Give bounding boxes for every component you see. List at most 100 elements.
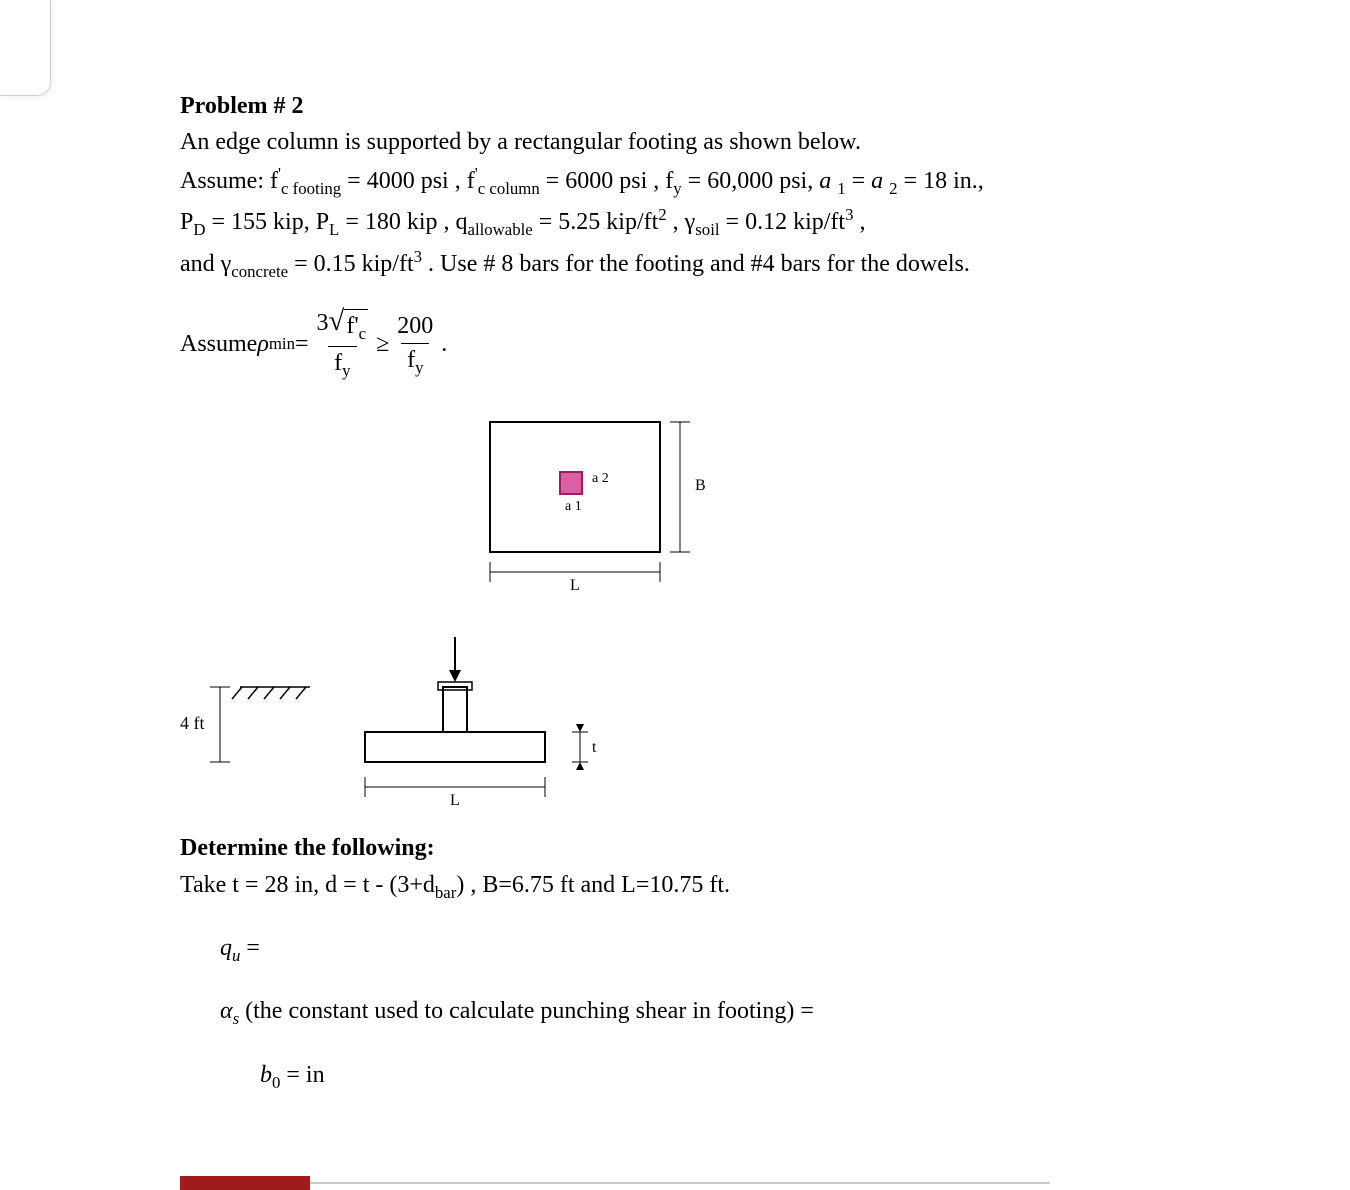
period: .	[441, 328, 447, 360]
qallow-sub: allowable	[468, 220, 533, 239]
gsoil-comma: ,	[859, 209, 865, 235]
b0-label: b	[260, 1062, 272, 1088]
column-elev	[443, 687, 467, 732]
take-sub: bar	[435, 882, 456, 901]
fc-column-sub: c column	[478, 179, 540, 198]
determine-heading: Determine the following:	[180, 832, 1180, 864]
elevation-view-diagram: 4 ft t L	[180, 632, 780, 812]
fc-footing-val: = 4000 psi ,	[347, 168, 467, 194]
pd-sub: D	[193, 220, 205, 239]
frac1-den: fy	[328, 346, 356, 382]
gconc-val: = 0.15 kip/ft	[294, 251, 414, 277]
den-fy2: f	[407, 347, 415, 373]
fc-footing-sub: c footing	[281, 179, 341, 198]
gsoil-label: γ	[685, 209, 696, 235]
qallow-label: q	[456, 209, 468, 235]
sqrt-arg-f: f'	[346, 313, 358, 339]
alpha-line: αs (the constant used to calculate punch…	[220, 995, 1180, 1030]
b0-line: b0 = in	[260, 1059, 1180, 1094]
take-pre: Take t = 28 in, d = t - (3+d	[180, 872, 435, 898]
gconc-label: γ	[221, 251, 232, 277]
t-arrow-up	[576, 724, 584, 732]
b0-sub: 0	[272, 1073, 280, 1092]
fc-column-val: = 6000 psi ,	[546, 168, 666, 194]
page: Problem # 2 An edge column is supported …	[0, 0, 1350, 1190]
num-3: 3	[317, 310, 329, 336]
fc-column-label: f	[467, 168, 475, 194]
pd-val: = 155 kip,	[211, 209, 315, 235]
sqrt: √f'c	[329, 309, 369, 345]
gconc-sub: concrete	[231, 262, 288, 281]
sqrt-sym: √	[329, 309, 345, 335]
four-ft-label: 4 ft	[180, 713, 205, 733]
qu-line: qu =	[220, 932, 1180, 967]
pd-label: P	[180, 209, 193, 235]
t-arrow-down	[576, 762, 584, 770]
b0-eq: = in	[286, 1062, 324, 1088]
t-label: t	[592, 739, 597, 756]
load-arrow-head	[449, 670, 461, 682]
frac-2: 200 fy	[393, 310, 437, 379]
alpha-text: (the constant used to calculate punching…	[245, 998, 814, 1024]
pl-label: P	[316, 209, 329, 235]
assume-prefix: Assume:	[180, 168, 270, 194]
footing-slab	[365, 732, 545, 762]
gsoil-sup: 3	[845, 205, 853, 224]
assume-rho-pre: Assume	[180, 328, 257, 360]
assume-line-3: and γconcrete = 0.15 kip/ft3 . Use # 8 b…	[180, 246, 1180, 283]
a1: a	[819, 168, 831, 194]
footer-accent-bar	[180, 1176, 310, 1190]
qallow-sup: 2	[658, 205, 666, 224]
L-label-bot: L	[450, 792, 460, 809]
den-fy-sub: y	[342, 360, 350, 379]
rho-sub: min	[269, 333, 295, 356]
rho-eq: =	[295, 328, 309, 360]
problem-title: Problem # 2	[180, 90, 1180, 122]
alpha-label: α	[220, 998, 233, 1024]
pl-sub: L	[329, 220, 339, 239]
sqrt-arg-sub: c	[359, 324, 366, 343]
rho: ρ	[257, 328, 269, 360]
qu-eq: =	[246, 935, 260, 961]
frac2-den: fy	[401, 343, 429, 379]
frac-1: 3√f'c fy	[313, 307, 373, 382]
qu-label: q	[220, 935, 232, 961]
a2-label: a 2	[592, 471, 609, 486]
determine-section: Determine the following: Take t = 28 in,…	[180, 832, 1180, 1094]
gconc-sup: 3	[414, 247, 422, 266]
problem-content: Problem # 2 An edge column is supported …	[180, 90, 1180, 1094]
qu-sub: u	[232, 946, 240, 965]
diagram-area: a 2 a 1 L B	[180, 402, 1180, 812]
fy-val: = 60,000 psi,	[688, 168, 820, 194]
take-line: Take t = 28 in, d = t - (3+dbar) , B=6.7…	[180, 869, 1180, 904]
fc-footing-label: f	[270, 168, 278, 194]
assume-line-1: Assume: f'c footing = 4000 psi , f'c col…	[180, 163, 1180, 200]
take-post: ) , B=6.75 ft and L=10.75 ft.	[456, 872, 730, 898]
a2: a	[871, 168, 883, 194]
assume-line-2: PD = 155 kip, PL = 180 kip , qallowable …	[180, 204, 1180, 241]
a1-sub: 1	[837, 179, 845, 198]
bars-text: . Use # 8 bars for the footing and #4 ba…	[428, 251, 970, 277]
column-square	[560, 472, 582, 494]
L-label-top: L	[570, 577, 580, 594]
den-fy: f	[334, 350, 342, 376]
fy-sub: y	[673, 179, 681, 198]
qallow-comma: ,	[673, 209, 685, 235]
gsoil-sub: soil	[695, 220, 719, 239]
den-fy2-sub: y	[415, 357, 423, 376]
a2-val: = 18 in.,	[904, 168, 984, 194]
plan-view-diagram: a 2 a 1 L B	[310, 402, 740, 602]
intro-line: An edge column is supported by a rectang…	[180, 126, 1180, 158]
num-200: 200	[393, 310, 437, 342]
B-label: B	[695, 477, 706, 494]
a-eq: =	[852, 168, 872, 194]
ground-hatch	[232, 687, 310, 699]
qallow-val: = 5.25 kip/ft	[539, 209, 659, 235]
page-corner-tab	[0, 0, 51, 96]
and-text: and	[180, 251, 221, 277]
a1-label: a 1	[565, 499, 582, 514]
a2-sub: 2	[889, 179, 897, 198]
sqrt-arg: f'c	[344, 309, 368, 345]
pl-val: = 180 kip ,	[345, 209, 455, 235]
frac1-num: 3√f'c	[313, 307, 373, 345]
